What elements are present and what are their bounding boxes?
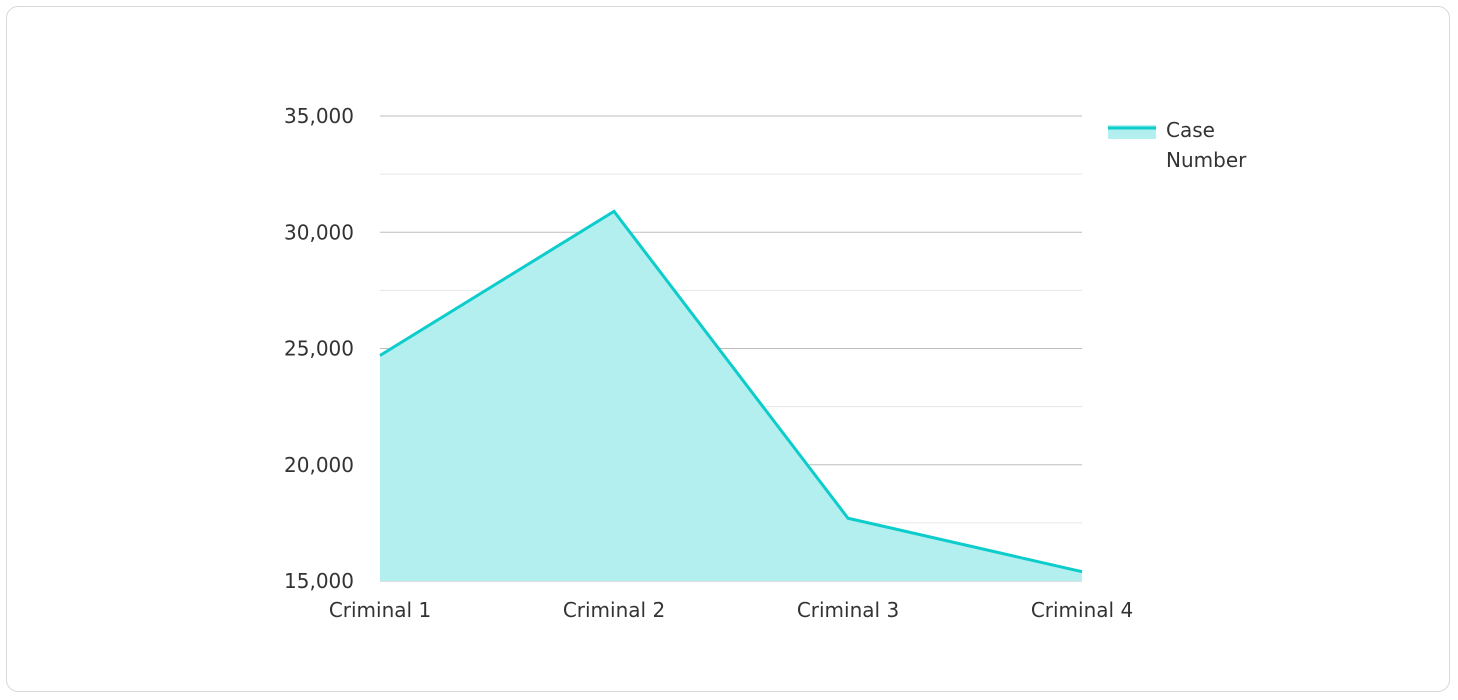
legend-label-line-2: Number <box>1166 148 1247 172</box>
y-axis: 15,000 20,000 25,000 30,000 35,000 <box>284 104 354 593</box>
legend-label-line-1: Case <box>1166 118 1215 142</box>
series-line <box>379 209 1083 574</box>
x-axis: Criminal 1 Criminal 2 Criminal 3 Criminal 4 <box>329 598 1133 622</box>
y-tick-label: 25,000 <box>284 337 354 361</box>
series-area <box>379 209 1083 581</box>
y-tick-label: 20,000 <box>284 453 354 477</box>
x-tick-label: Criminal 2 <box>563 598 665 622</box>
y-tick-label: 35,000 <box>284 104 354 128</box>
area-fill <box>380 211 1082 581</box>
y-tick-label: 30,000 <box>284 220 354 244</box>
y-tick-label: 15,000 <box>284 569 354 593</box>
legend: Case Number <box>1108 118 1247 172</box>
x-tick-label: Criminal 3 <box>797 598 899 622</box>
x-tick-label: Criminal 4 <box>1031 598 1133 622</box>
x-tick-label: Criminal 1 <box>329 598 431 622</box>
